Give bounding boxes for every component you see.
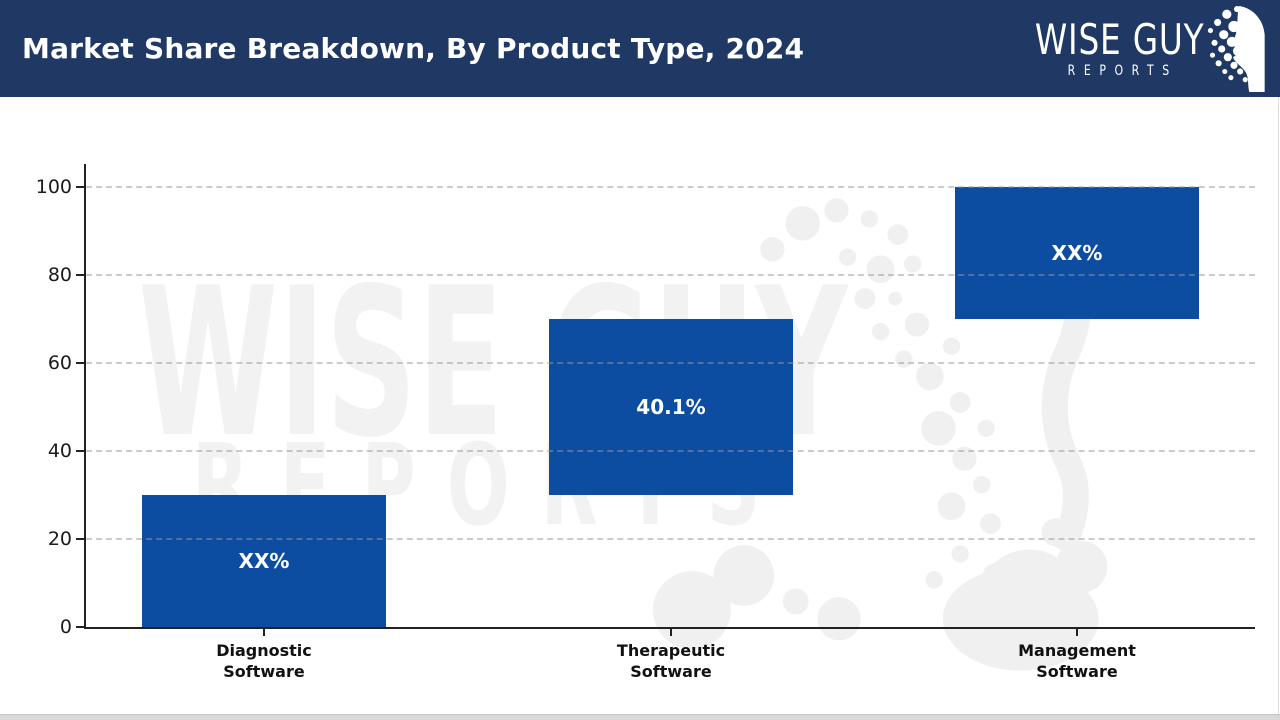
bar-value-label: 40.1%: [636, 394, 706, 419]
header-bar: Market Share Breakdown, By Product Type,…: [0, 0, 1280, 97]
y-axis-tick-label: 100: [35, 176, 72, 198]
logo-face-icon: [1207, 5, 1265, 92]
wise-guy-reports-logo: WISE GUY REPORTS: [987, 4, 1266, 94]
logo-wordmark: WISE GUY: [1034, 14, 1204, 64]
y-axis-tick-label: 80: [47, 264, 72, 286]
x-axis-category-label: Management Software: [1018, 641, 1136, 681]
logo-text: WISE GUY REPORTS: [1034, 14, 1204, 79]
x-axis-line: [84, 627, 1255, 629]
x-axis-category-label: Diagnostic Software: [216, 641, 312, 681]
bar: [549, 318, 793, 495]
y-axis-tick-mark: [76, 450, 84, 452]
y-axis-tick-mark: [76, 274, 84, 276]
gridline: [86, 450, 1255, 452]
bar-value-label: XX%: [238, 549, 290, 573]
y-axis-tick-mark: [76, 362, 84, 364]
x-axis-tick-mark: [670, 629, 672, 636]
page-title: Market Share Breakdown, By Product Type,…: [22, 32, 805, 65]
logo-subtitle: REPORTS: [1067, 62, 1178, 79]
x-axis-category-label: Therapeutic Software: [616, 641, 726, 681]
right-edge-border: [1278, 97, 1279, 714]
y-axis-tick-mark: [76, 538, 84, 540]
x-axis-tick-mark: [263, 629, 265, 636]
y-axis-tick-mark: [76, 186, 84, 188]
gridline: [86, 186, 1255, 188]
y-axis-line: [84, 164, 86, 629]
y-axis-tick-label: 60: [47, 352, 72, 374]
gridline: [86, 362, 1255, 364]
bar-value-label: XX%: [1051, 240, 1103, 265]
y-axis-tick-label: 20: [47, 528, 72, 550]
bar: [142, 495, 386, 627]
bar: [955, 187, 1199, 319]
y-axis-tick-label: 40: [47, 440, 72, 462]
gridline: [86, 538, 1255, 540]
y-axis-tick-mark: [76, 626, 84, 628]
x-axis-tick-mark: [1076, 629, 1078, 636]
gridline: [86, 274, 1255, 276]
y-axis-tick-label: 0: [59, 616, 72, 638]
footer-strip: [0, 714, 1280, 720]
